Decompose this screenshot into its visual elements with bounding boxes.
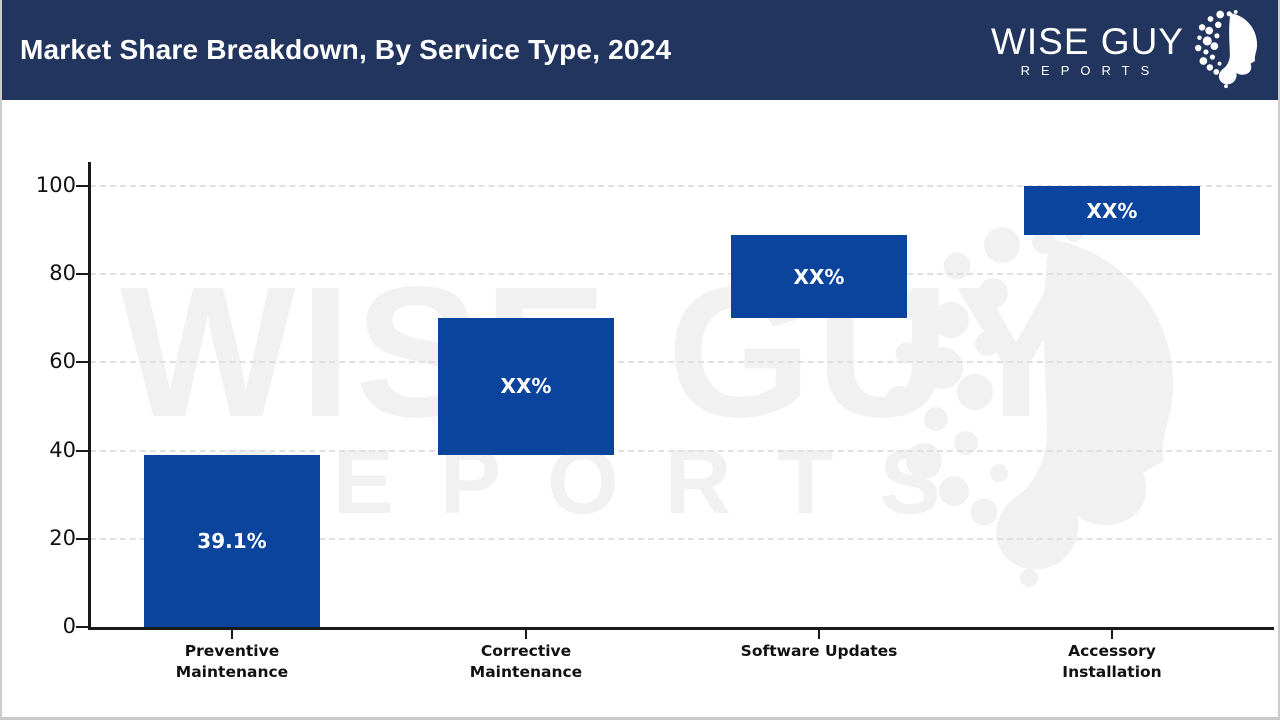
x-category-label: Preventive Maintenance (175, 642, 289, 682)
gridline (90, 361, 1272, 364)
y-tick-label: 60 (49, 349, 76, 374)
watermark-face-icon (885, 224, 1174, 587)
x-axis-line (88, 627, 1274, 630)
wiseguy-face-icon (1194, 9, 1258, 89)
x-category-label: Corrective Maintenance (469, 642, 583, 682)
y-tick-label: 40 (49, 437, 76, 462)
y-tick-mark (76, 449, 88, 452)
gridline (90, 537, 1272, 540)
x-tick-mark (1111, 630, 1113, 639)
brand-name: WISE GUY (990, 21, 1184, 62)
y-tick-label: 20 (49, 525, 76, 550)
header: Market Share Breakdown, By Service Type,… (2, 0, 1278, 100)
x-tick-mark (525, 630, 527, 639)
x-category-label: Software Updates (740, 642, 898, 660)
bar-segment: XX% (731, 235, 907, 319)
x-tick-mark (818, 630, 820, 639)
x-tick-mark (231, 630, 233, 639)
page-title: Market Share Breakdown, By Service Type,… (20, 34, 672, 65)
gridline (90, 273, 1272, 276)
y-tick-label: 80 (49, 261, 76, 286)
bar-value-label: XX% (1086, 198, 1138, 223)
y-tick-mark (76, 537, 88, 540)
bar-segment: XX% (438, 318, 614, 455)
y-axis-line (88, 162, 91, 630)
y-tick-mark (76, 361, 88, 364)
y-tick-mark (76, 185, 88, 187)
bar-segment: XX% (1024, 186, 1200, 236)
y-tick-mark (76, 273, 88, 276)
brand-logo: WISE GUY REPORTS (991, 8, 1264, 92)
gridline (90, 449, 1272, 452)
bar-value-label: 39.1% (197, 528, 267, 553)
brand-text: WISE GUY REPORTS (991, 23, 1184, 77)
gridline (90, 185, 1272, 187)
bar-value-label: XX% (500, 374, 552, 399)
brand-subname: REPORTS (1020, 63, 1161, 78)
x-category-label: Accessory Installation (1062, 642, 1162, 682)
bar-segment: 39.1% (144, 454, 320, 627)
bar-value-label: XX% (793, 264, 845, 289)
y-tick-label: 0 (62, 614, 76, 638)
y-tick-label: 100 (35, 173, 76, 197)
chart-area: WISE GUY REPORTS 0 20 40 60 80 100 39.1% XX% XX… (2, 100, 1278, 717)
y-tick-mark (76, 626, 88, 628)
